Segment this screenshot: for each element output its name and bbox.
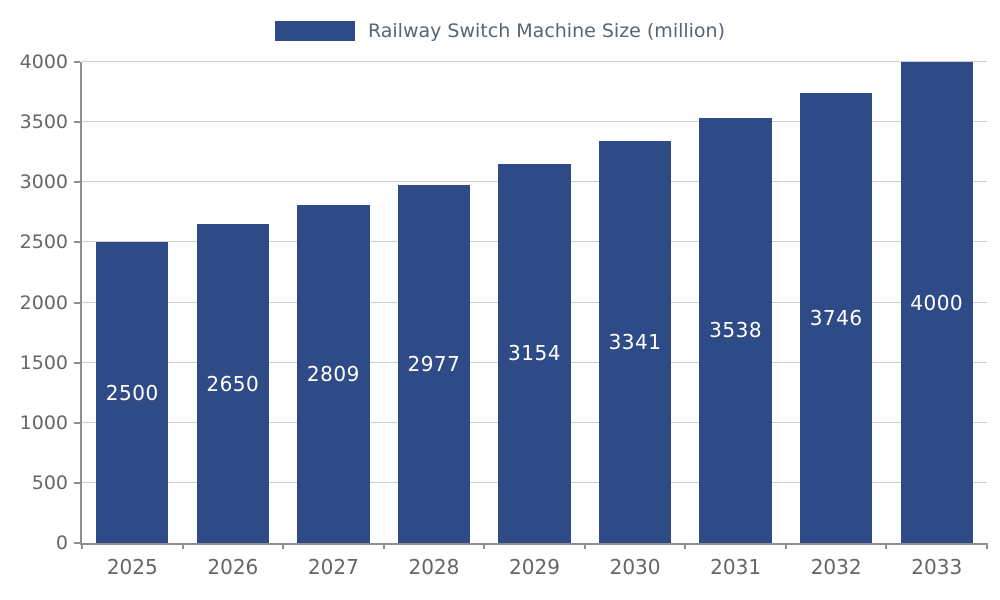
bar-2029: 3154	[498, 163, 571, 543]
bar-2028: 2977	[397, 185, 471, 543]
bar-2027: 2809	[297, 205, 370, 543]
y-axis-tick	[74, 361, 80, 364]
y-axis-tick	[74, 241, 80, 244]
x-axis-tick-label: 2027	[307, 555, 359, 579]
y-axis-tick-label: 500	[31, 471, 68, 494]
bar-value-label: 2650	[206, 371, 260, 396]
bar-value-label: 3538	[709, 318, 763, 343]
y-axis-tick-label: 2500	[19, 231, 68, 254]
x-axis-tick	[684, 543, 687, 549]
bar-value-label: 3341	[608, 330, 662, 355]
x-axis-tick-label: 2031	[710, 555, 762, 579]
bar-value-label: 2977	[407, 352, 461, 377]
x-axis-tick-label: 2025	[106, 555, 158, 579]
y-axis-tick-label: 4000	[19, 51, 68, 73]
bar-2031: 3538	[699, 117, 772, 543]
legend-label: Railway Switch Machine Size (million)	[367, 20, 726, 42]
y-axis-tick	[74, 181, 80, 184]
bar-value-label: 2500	[105, 380, 159, 405]
y-axis-tick	[74, 121, 80, 124]
gridline	[82, 121, 987, 123]
legend-swatch	[274, 21, 355, 41]
bar-value-label: 3154	[508, 341, 561, 366]
y-axis-tick-label: 0	[55, 532, 68, 554]
y-axis-tick-label: 3000	[19, 171, 68, 194]
x-axis-tick	[986, 543, 988, 549]
x-axis-tick	[181, 543, 184, 549]
x-axis-tick	[885, 543, 888, 549]
x-axis-tick-label: 2029	[509, 555, 560, 579]
x-axis-tick	[382, 543, 385, 549]
x-axis-tick-label: 2030	[609, 555, 661, 579]
x-axis-tick-label: 2026	[207, 555, 259, 579]
x-axis-tick-label: 2033	[911, 555, 963, 579]
x-axis-tick	[483, 543, 486, 549]
bar-value-label: 2809	[306, 362, 360, 387]
bar-2025: 2500	[96, 242, 169, 543]
bar-2032: 3746	[799, 92, 873, 543]
y-axis-tick	[74, 542, 80, 544]
bar-2030: 3341	[598, 141, 672, 543]
x-axis-tick	[282, 543, 285, 549]
y-axis-tick-label: 1000	[19, 411, 68, 434]
y-axis-tick-label: 3500	[19, 111, 68, 134]
bar-2033: 4000	[900, 62, 973, 543]
x-axis-tick	[784, 543, 787, 549]
y-axis-tick-label: 1500	[19, 351, 68, 374]
gridline	[82, 61, 987, 62]
y-axis-tick	[74, 301, 80, 304]
chart-legend[interactable]: Railway Switch Machine Size (million)	[0, 20, 1000, 42]
y-axis-tick	[74, 421, 80, 424]
x-axis-tick-label: 2032	[810, 555, 862, 579]
bar-value-label: 4000	[910, 290, 964, 315]
bar-value-label: 3746	[809, 305, 863, 330]
y-axis-tick	[74, 481, 80, 484]
plot-area: 0 500 1000 1500 2000 2500 3000 3500 4000 2500 2025…	[20, 51, 988, 579]
x-axis-tick	[583, 543, 586, 549]
y-axis-tick	[74, 61, 80, 63]
x-axis-tick-label: 2028	[408, 555, 460, 579]
x-axis-tick	[81, 543, 83, 549]
y-axis-tick-label: 2000	[19, 291, 68, 314]
bar-2026: 2650	[196, 224, 270, 543]
